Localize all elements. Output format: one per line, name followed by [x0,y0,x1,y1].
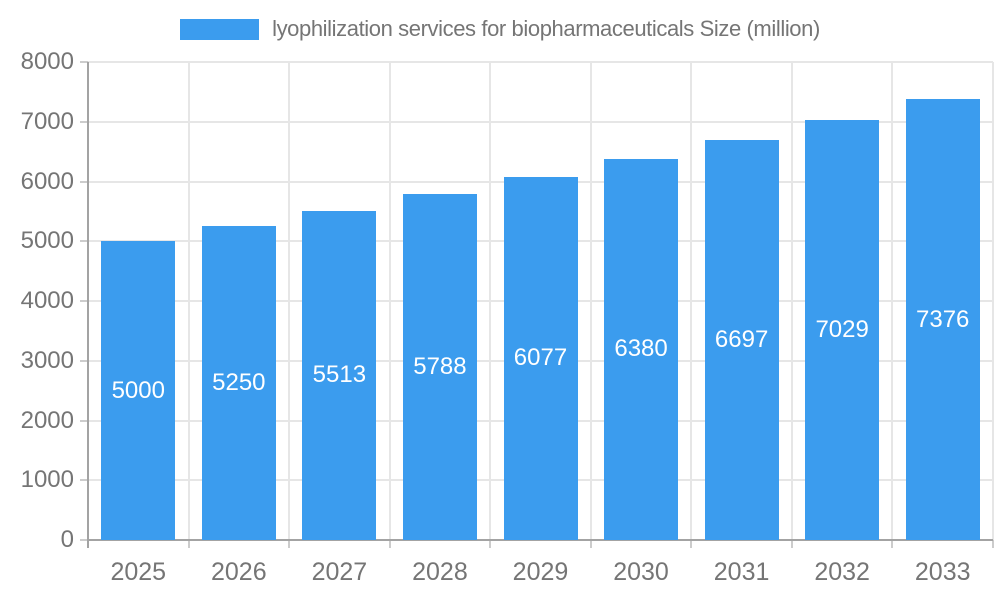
y-axis-label: 8000 [20,48,74,75]
y-axis-label: 6000 [20,167,74,195]
x-axis-label: 2027 [311,558,368,586]
bar-value-label: 7376 [916,305,970,333]
x-axis-label: 2033 [914,558,971,586]
x-axis-tick [690,540,693,548]
y-axis-label: 3000 [20,346,74,374]
x-axis-label: 2032 [814,558,870,586]
bar-2026[interactable] [201,226,276,540]
y-axis-label: 0 [60,526,74,553]
x-axis-tick [790,540,793,548]
x-axis-tick [891,540,894,548]
bar-value-label: 6077 [513,344,568,372]
x-axis-tick [388,540,391,548]
y-axis-tick [80,359,88,362]
y-axis-tick [80,419,88,422]
x-axis-label: 2026 [211,558,267,586]
legend-swatch [180,18,260,40]
bar-2027[interactable] [302,210,377,540]
y-axis-tick [80,479,88,482]
gridline-vertical [489,62,492,540]
gridline-vertical [690,62,693,540]
x-axis-label: 2025 [110,558,167,586]
y-axis-label: 7000 [20,107,74,135]
y-axis-tick [80,300,88,302]
bar-2030[interactable] [604,158,679,540]
bar-value-label: 5513 [312,361,367,389]
x-axis-tick [187,540,190,548]
gridline-vertical [790,62,793,540]
x-axis-tick [589,540,592,548]
gridline-horizontal [88,120,993,123]
gridline-horizontal [88,61,993,63]
y-axis-line [87,62,89,548]
x-axis-label: 2028 [412,558,468,586]
y-axis-tick [80,61,88,63]
gridline-vertical [992,62,994,540]
y-axis-label: 4000 [20,287,74,314]
y-axis-label: 5000 [20,227,74,255]
y-axis-label: 2000 [20,406,74,434]
x-axis-label: 2031 [713,558,770,586]
bar-value-label: 7029 [815,316,869,343]
x-axis-tick [489,540,492,548]
x-axis-line [88,539,993,541]
bar-value-label: 5788 [413,353,467,381]
legend-label: lyophilization services for biopharmaceu… [272,16,820,41]
bar-2025[interactable] [101,241,176,540]
bar-2031[interactable] [704,139,779,540]
x-axis-tick [992,540,994,548]
bar-2028[interactable] [402,194,477,540]
gridline-vertical [187,62,190,540]
x-axis-label: 2029 [512,558,569,586]
bar-2033[interactable] [905,99,980,540]
y-axis-tick [80,539,88,541]
x-axis-label: 2030 [613,558,669,586]
bar-2029[interactable] [503,176,578,540]
gridline-vertical [388,62,391,540]
bar-value-label: 5000 [111,376,165,404]
gridline-vertical [891,62,894,540]
x-axis-tick [288,540,291,548]
y-axis-tick [80,240,88,243]
bar-value-label: 6380 [614,335,668,363]
bar-value-label: 6697 [714,325,769,353]
gridline-vertical [288,62,291,540]
chart-legend[interactable]: lyophilization services for biopharmaceu… [0,16,1000,42]
y-axis-label: 1000 [20,466,74,494]
bar-2032[interactable] [805,120,880,540]
y-axis-tick [80,120,88,123]
gridline-vertical [589,62,592,540]
y-axis-tick [80,180,88,183]
bar-value-label: 5250 [212,369,266,397]
